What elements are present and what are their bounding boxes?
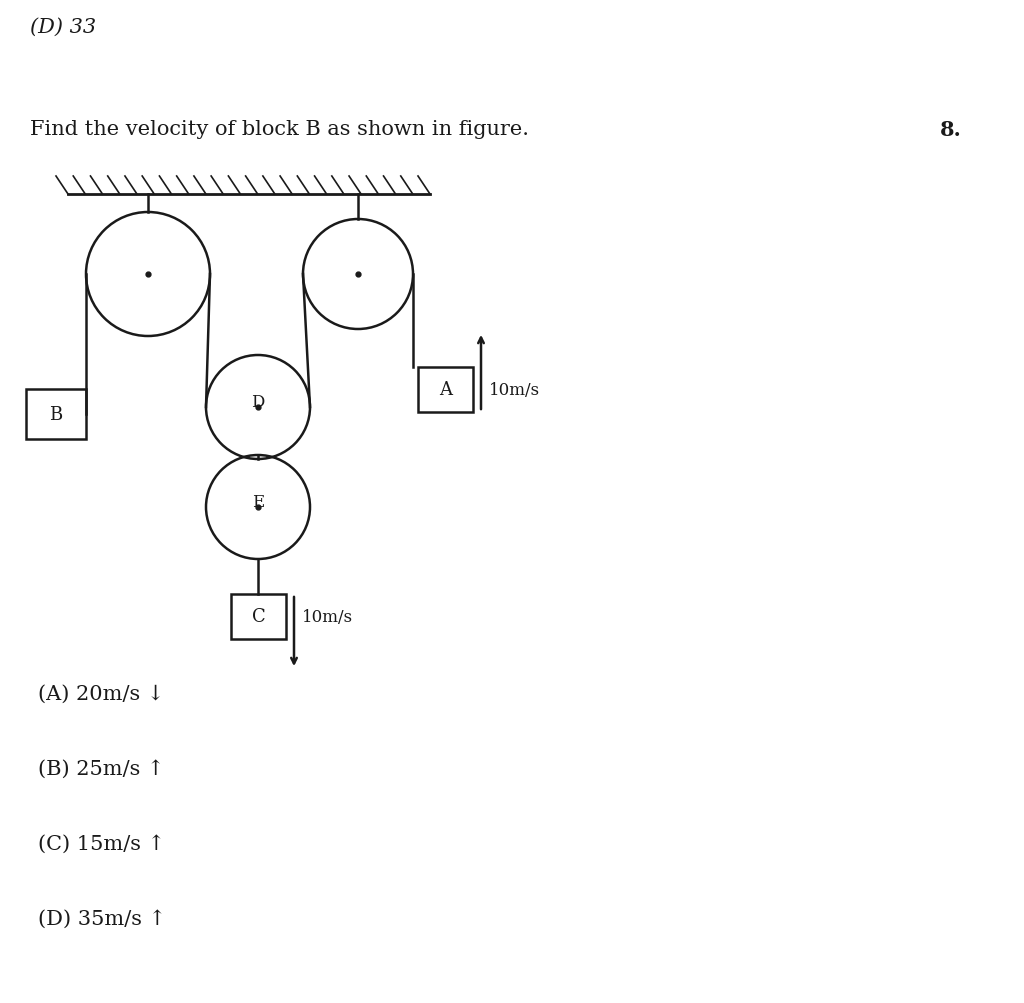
Text: E: E	[252, 494, 264, 511]
Text: (A) 20m/s ↓: (A) 20m/s ↓	[38, 684, 165, 703]
Text: A: A	[439, 381, 452, 399]
Text: C: C	[252, 608, 265, 626]
Text: D: D	[251, 394, 264, 411]
Text: 8.: 8.	[940, 120, 962, 139]
FancyBboxPatch shape	[418, 368, 473, 412]
FancyBboxPatch shape	[26, 389, 86, 439]
FancyBboxPatch shape	[231, 595, 286, 639]
Text: (B) 25m/s ↑: (B) 25m/s ↑	[38, 759, 165, 778]
Text: 10m/s: 10m/s	[302, 609, 353, 626]
Text: B: B	[49, 405, 62, 423]
Text: Find the velocity of block B as shown in figure.: Find the velocity of block B as shown in…	[30, 120, 529, 138]
Text: (D) 35m/s ↑: (D) 35m/s ↑	[38, 909, 166, 928]
Text: (D) 33: (D) 33	[30, 18, 96, 37]
Text: 10m/s: 10m/s	[489, 381, 540, 398]
Text: (C) 15m/s ↑: (C) 15m/s ↑	[38, 834, 165, 854]
